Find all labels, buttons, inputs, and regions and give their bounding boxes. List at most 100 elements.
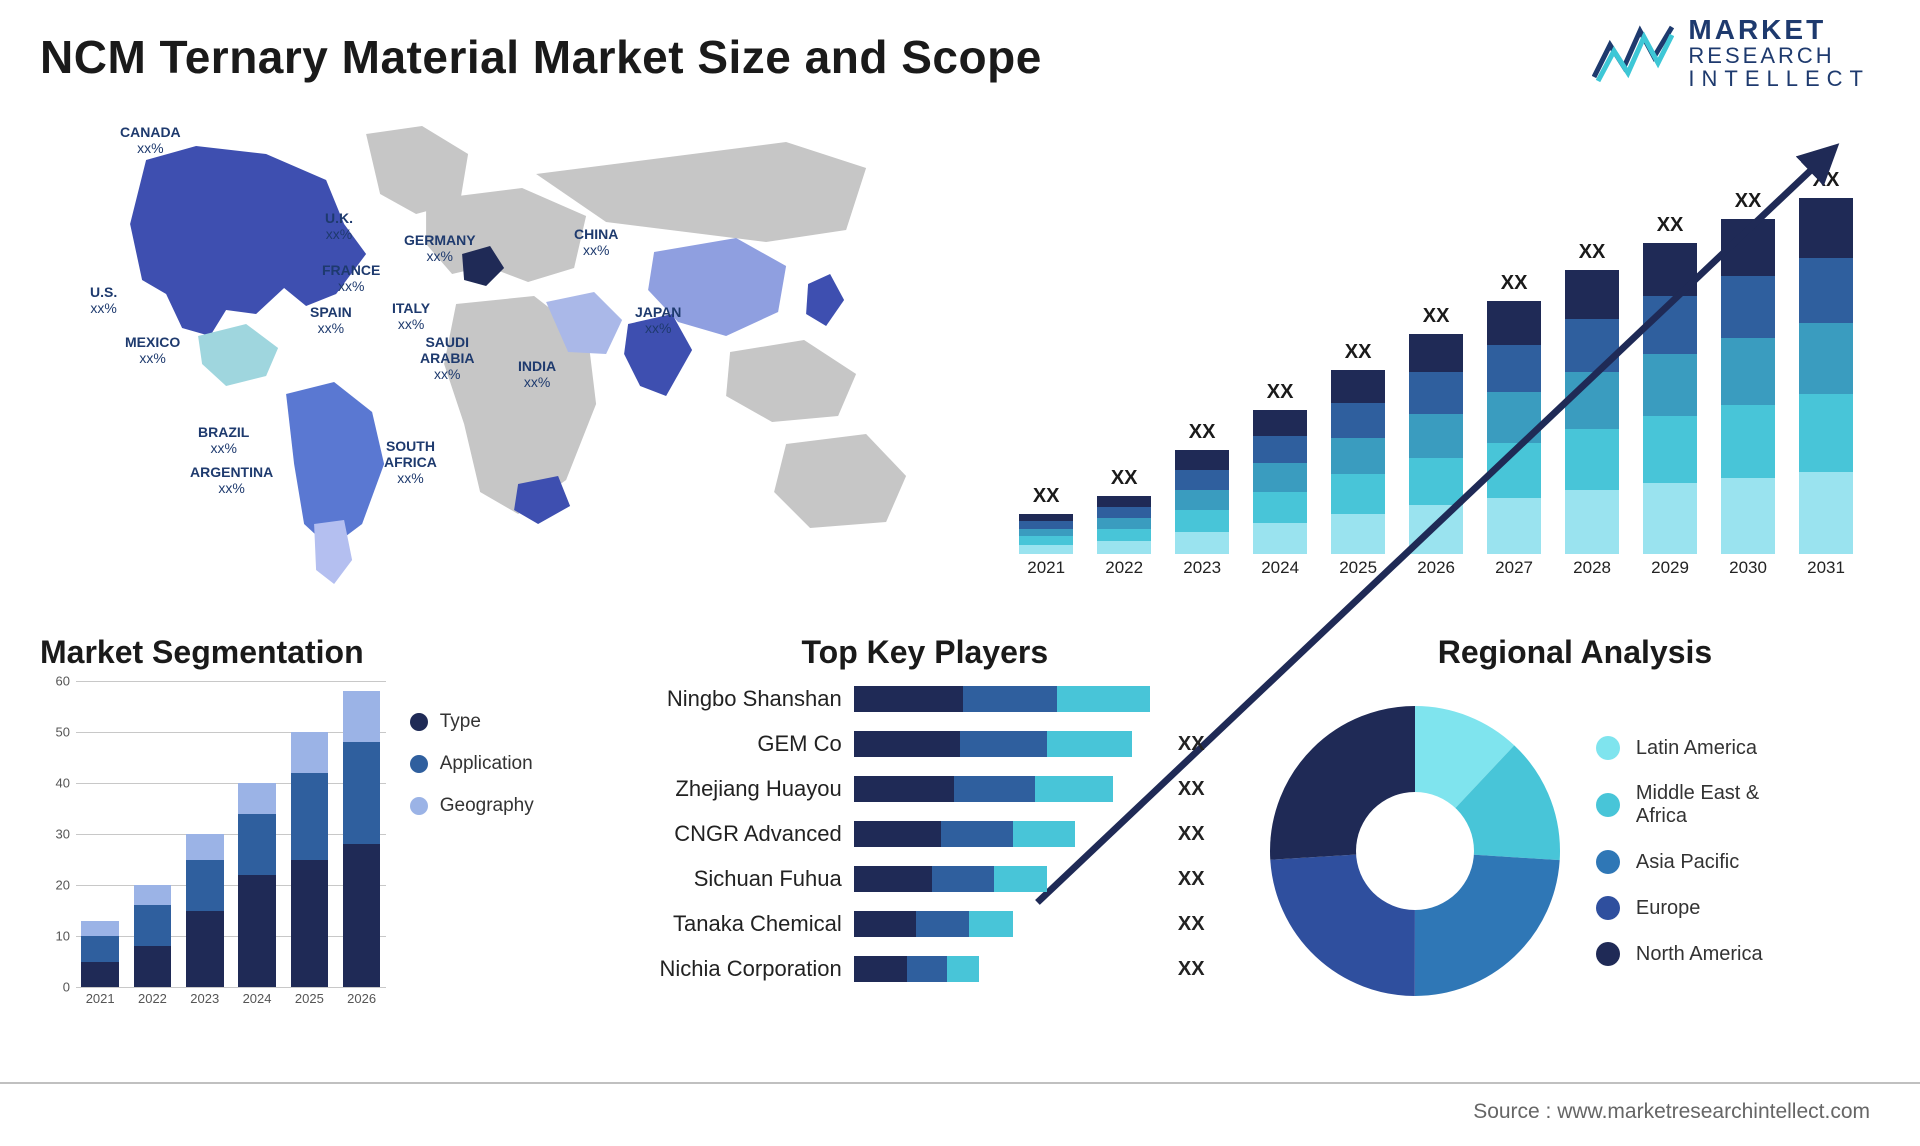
player-bar [854, 821, 1166, 847]
growth-bar-segment [1487, 345, 1541, 392]
map-label: FRANCExx% [322, 262, 380, 294]
seg-bar [76, 681, 124, 987]
player-row: Zhejiang HuayouXX [620, 771, 1230, 807]
growth-bar-segment [1331, 438, 1385, 474]
player-bar-segment [932, 866, 994, 892]
growth-bar-segment [1487, 392, 1541, 443]
seg-bar [181, 681, 229, 987]
legend-dot-icon [1596, 942, 1620, 966]
map-label: SPAINxx% [310, 304, 352, 336]
legend-dot-icon [1596, 793, 1620, 817]
seg-bar-segment [134, 885, 172, 905]
growth-bar-segment [1565, 429, 1619, 491]
player-bar-segment [1013, 821, 1075, 847]
growth-bar: XX [1402, 154, 1470, 554]
logo-mark-icon [1592, 23, 1674, 83]
growth-bar-value: XX [1345, 341, 1372, 364]
seg-y-tick: 30 [40, 827, 70, 842]
growth-x-tick: 2023 [1168, 558, 1236, 594]
growth-bar-value: XX [1111, 467, 1138, 490]
seg-bar-segment [238, 875, 276, 987]
map-label: GERMANYxx% [404, 232, 476, 264]
map-label: U.K.xx% [325, 210, 353, 242]
seg-bar-segment [186, 860, 224, 911]
growth-bar-segment [1019, 545, 1073, 554]
logo-line1: MARKET [1688, 15, 1870, 44]
growth-x-tick: 2025 [1324, 558, 1392, 594]
growth-bar-segment [1019, 521, 1073, 528]
map-region-safrica [514, 476, 570, 524]
segmentation-title: Market Segmentation [40, 634, 580, 671]
growth-bar: XX [1090, 154, 1158, 554]
map-region-aus [774, 434, 906, 528]
player-row: Sichuan FuhuaXX [620, 861, 1230, 897]
growth-bar-value: XX [1813, 169, 1840, 192]
player-bar-segment [1047, 731, 1131, 757]
growth-bar: XX [1792, 154, 1860, 554]
growth-bar-segment [1643, 416, 1697, 483]
growth-bar-value: XX [1657, 214, 1684, 237]
seg-bar-segment [186, 911, 224, 988]
seg-bar [285, 681, 333, 987]
region-legend-item: Latin America [1596, 736, 1763, 760]
growth-chart-panel: XXXXXXXXXXXXXXXXXXXXXX 20212022202320242… [992, 104, 1880, 604]
player-row: GEM CoXX [620, 726, 1230, 762]
regional-panel: Regional Analysis Latin AmericaMiddle Ea… [1270, 634, 1880, 1054]
growth-x-tick: 2027 [1480, 558, 1548, 594]
growth-bar-value: XX [1267, 381, 1294, 404]
player-bar [854, 866, 1166, 892]
logo-line3: INTELLECT [1688, 67, 1870, 90]
seg-x-tick: 2022 [128, 991, 176, 1021]
seg-legend-label: Type [440, 711, 481, 733]
footer-divider [0, 1082, 1920, 1084]
growth-x-tick: 2031 [1792, 558, 1860, 594]
legend-dot-icon [410, 797, 428, 815]
player-bar-segment [854, 866, 932, 892]
player-bar-segment [854, 956, 907, 982]
region-legend-label: Middle East &Africa [1636, 782, 1759, 828]
regional-legend: Latin America Middle East &Africa Asia Pac… [1596, 736, 1763, 966]
source-attribution: Source : www.marketresearchintellect.com [1473, 1100, 1870, 1124]
growth-bar: XX [1636, 154, 1704, 554]
map-label: CHINAxx% [574, 226, 618, 258]
growth-bar-segment [1019, 514, 1073, 521]
player-bar-segment [854, 776, 954, 802]
growth-bar-segment [1487, 301, 1541, 345]
growth-bar-segment [1409, 334, 1463, 372]
seg-bar-segment [291, 773, 329, 860]
growth-bar-segment [1253, 436, 1307, 463]
seg-legend-label: Application [440, 753, 533, 775]
map-label: MEXICOxx% [125, 334, 180, 366]
region-legend-item: Asia Pacific [1596, 850, 1763, 874]
map-region-sea [726, 340, 856, 422]
player-name: Nichia Corporation [620, 956, 842, 982]
growth-bar-segment [1565, 490, 1619, 554]
player-row: Tanaka ChemicalXX [620, 906, 1230, 942]
growth-bar-segment [1253, 463, 1307, 492]
growth-bar-segment [1487, 498, 1541, 554]
growth-bar-segment [1331, 370, 1385, 403]
seg-bar-segment [343, 742, 381, 844]
player-bar-segment [963, 686, 1057, 712]
seg-bar-segment [186, 834, 224, 860]
seg-legend-item: Application [410, 753, 580, 775]
growth-bar-segment [1721, 338, 1775, 405]
growth-bar-value: XX [1579, 241, 1606, 264]
player-value: XX [1178, 823, 1230, 846]
player-bar-segment [994, 866, 1047, 892]
growth-bar-segment [1721, 478, 1775, 554]
seg-x-tick: 2021 [76, 991, 124, 1021]
growth-bar-segment [1175, 532, 1229, 554]
growth-bar-segment [1409, 458, 1463, 505]
player-bar-segment [1057, 686, 1151, 712]
seg-y-tick: 10 [40, 929, 70, 944]
seg-legend-item: Type [410, 711, 580, 733]
player-bar-segment [854, 686, 963, 712]
growth-bar: XX [1714, 154, 1782, 554]
growth-bar: XX [1168, 154, 1236, 554]
growth-bar-segment [1097, 507, 1151, 518]
map-label: BRAZILxx% [198, 424, 249, 456]
player-value: XX [1178, 733, 1230, 756]
growth-bar-segment [1721, 276, 1775, 338]
legend-dot-icon [1596, 736, 1620, 760]
